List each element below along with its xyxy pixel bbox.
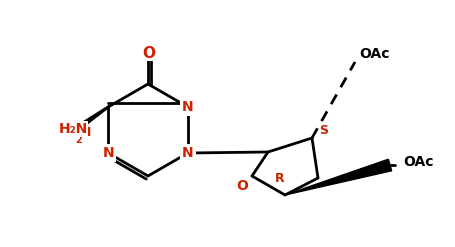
Text: H₂N: H₂N [59,122,88,136]
Polygon shape [285,159,392,195]
Text: O: O [236,179,248,193]
Text: OAc: OAc [360,47,390,61]
Text: 2: 2 [75,135,82,145]
Text: N: N [182,100,194,114]
Text: N: N [182,146,194,160]
Text: S: S [319,124,329,137]
Text: H: H [63,125,73,139]
Text: N: N [102,146,114,160]
Text: OAc: OAc [403,155,433,169]
Text: N: N [81,125,91,139]
Text: O: O [142,45,156,61]
Text: R: R [275,172,285,185]
